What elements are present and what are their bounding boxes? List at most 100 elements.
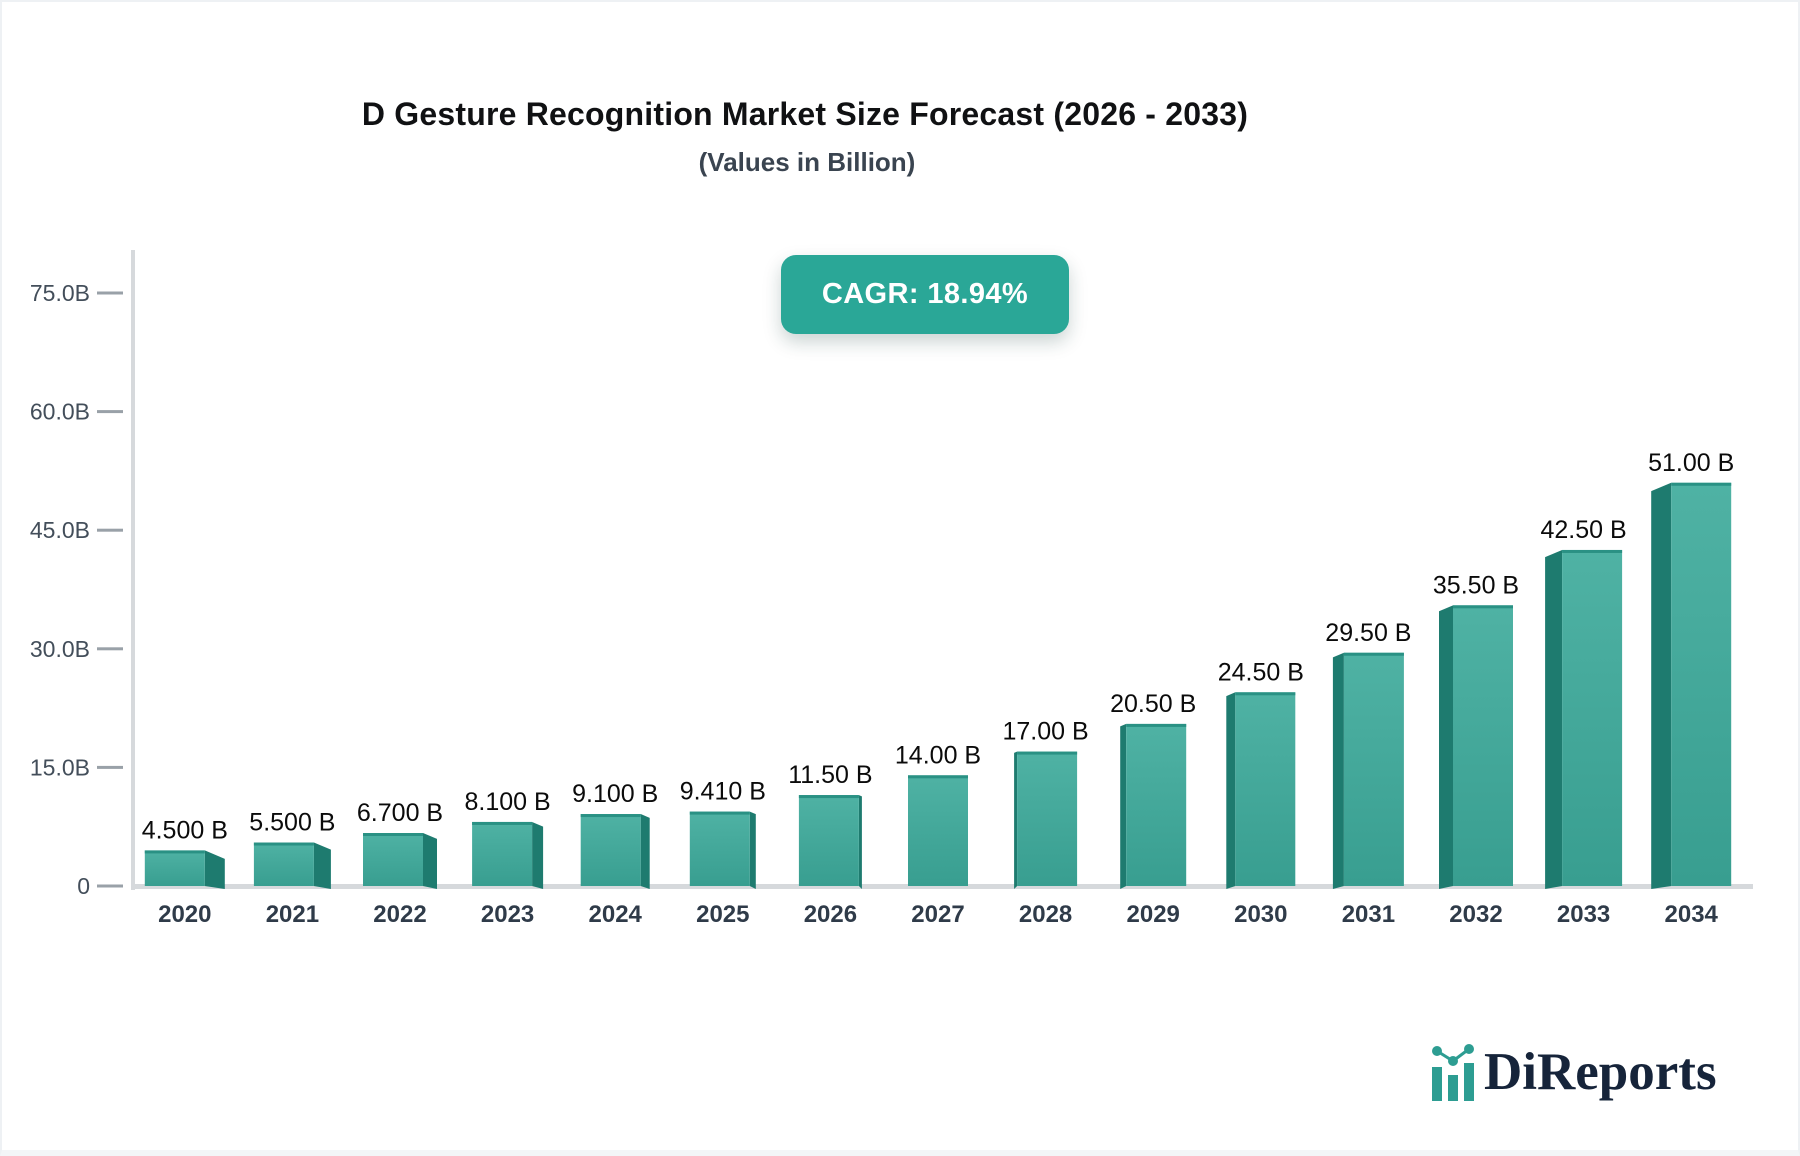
x-axis-label-2031: 2031 (1342, 901, 1395, 928)
bar-front-face (253, 842, 314, 886)
bar-2033[interactable]: 42.50 B (1541, 516, 1627, 889)
bar-front-face (798, 795, 859, 886)
value-label-2027: 14.00 B (895, 741, 981, 769)
y-tick-mark (97, 647, 123, 651)
y-tick-label: 75.0B (30, 280, 90, 306)
bar-top-edge (1453, 605, 1513, 609)
bar-side-face (313, 842, 331, 889)
bar-2029[interactable]: 20.50 B (1110, 690, 1196, 889)
x-axis-label-2021: 2021 (266, 901, 319, 928)
value-label-2024: 9.100 B (572, 780, 658, 808)
y-tick-mark (97, 291, 123, 295)
bar-2030[interactable]: 24.50 B (1218, 658, 1304, 889)
y-axis-labels: 0 15.0B 30.0B 45.0B 60.0B 75.0B (30, 280, 123, 899)
bar-top-edge (1235, 692, 1296, 696)
x-axis-label-2026: 2026 (804, 901, 857, 928)
logo-text: DiReports (1484, 1043, 1717, 1101)
y-tick-mark (97, 410, 123, 414)
bar-front-face (1562, 549, 1623, 886)
bar-front-face (1235, 692, 1296, 886)
bar-side-face (858, 795, 862, 889)
bar-side-face (1651, 482, 1672, 889)
bar-side-face (749, 811, 756, 889)
value-label-2033: 42.50 B (1541, 516, 1627, 544)
bar-top-edge (1343, 652, 1404, 656)
bar-front-face (1343, 652, 1404, 886)
y-tick-label: 30.0B (30, 636, 90, 662)
x-axis-label-2025: 2025 (696, 901, 749, 928)
mini-bar-line-chart-icon (1432, 1044, 1474, 1101)
y-tick-label: 60.0B (30, 399, 90, 425)
value-label-2023: 8.100 B (465, 788, 551, 816)
x-axis-label-2029: 2029 (1127, 901, 1180, 928)
x-axis-label-2028: 2028 (1019, 901, 1072, 928)
y-tick-mark (97, 884, 123, 888)
bar-top-edge (689, 811, 750, 815)
direports-logo: DiReports (1431, 1040, 1717, 1104)
x-axis-label-2023: 2023 (481, 901, 534, 928)
bar-side-face (640, 814, 650, 889)
bar-top-edge (798, 795, 859, 799)
bar-side-face (1014, 751, 1018, 889)
cagr-badge: CAGR: 18.94% (781, 255, 1069, 334)
x-axis-label-2022: 2022 (373, 901, 426, 928)
value-label-2031: 29.50 B (1325, 619, 1411, 647)
bar-2034[interactable]: 51.00 B (1648, 449, 1734, 889)
x-axis-label-2030: 2030 (1234, 901, 1287, 928)
bar-2022[interactable]: 6.700 B (357, 799, 443, 889)
bar-front-face (363, 833, 423, 886)
chart-title: D Gesture Recognition Market Size Foreca… (361, 96, 1249, 132)
bar-front-face (472, 821, 533, 886)
x-axis-label-2033: 2033 (1557, 901, 1610, 928)
value-label-2034: 51.00 B (1648, 449, 1734, 477)
bar-side-face (1120, 723, 1127, 889)
value-label-2030: 24.50 B (1218, 658, 1304, 686)
y-axis-line (131, 250, 135, 890)
value-label-2032: 35.50 B (1433, 571, 1519, 599)
bar-2023[interactable]: 8.100 B (465, 788, 551, 889)
y-tick-label: 15.0B (30, 754, 90, 780)
value-label-2028: 17.00 B (1003, 718, 1089, 746)
bar-2026[interactable]: 11.50 B (788, 761, 873, 889)
bar-front-face (689, 811, 750, 886)
y-tick-label: 45.0B (30, 517, 90, 543)
bar-2031[interactable]: 29.50 B (1325, 619, 1411, 889)
bar-2024[interactable]: 9.100 B (572, 780, 658, 889)
bar-2028[interactable]: 17.00 B (1003, 718, 1089, 889)
bar-top-edge (1671, 482, 1732, 486)
bar-side-face (204, 850, 225, 889)
bar-side-face (1226, 692, 1236, 889)
axes (131, 250, 1753, 890)
x-axis-label-2032: 2032 (1449, 901, 1502, 928)
x-axis-label-2034: 2034 (1665, 901, 1719, 928)
bar-top-edge (472, 821, 533, 825)
bar-front-face (1671, 482, 1732, 886)
value-label-2025: 9.410 B (680, 778, 766, 806)
bar-top-edge (144, 850, 205, 854)
bar-2020[interactable]: 4.500 B (142, 816, 228, 889)
y-tick-label: 0 (77, 873, 90, 899)
bar-2032[interactable]: 35.50 B (1433, 571, 1519, 889)
x-axis-label-2020: 2020 (158, 901, 211, 928)
y-tick-mark (97, 528, 123, 532)
bar-side-face (423, 833, 437, 889)
value-label-2026: 11.50 B (788, 761, 872, 789)
bar-front-face (1017, 751, 1078, 886)
bar-front-face (908, 775, 968, 886)
bar-top-edge (253, 842, 314, 846)
value-label-2020: 4.500 B (142, 816, 228, 844)
bar-2021[interactable]: 5.500 B (249, 809, 335, 889)
bar-side-face (532, 821, 544, 889)
bar-side-face (1332, 652, 1344, 889)
bar-2025[interactable]: 9.410 B (680, 778, 766, 889)
x-axis-label-2027: 2027 (911, 901, 964, 928)
bar-2027[interactable]: 14.00 B (895, 741, 981, 886)
bar-top-edge (580, 814, 641, 818)
bar-top-edge (908, 775, 968, 779)
x-axis-line (131, 884, 1753, 889)
cagr-badge-label: CAGR: 18.94% (821, 278, 1029, 310)
value-label-2021: 5.500 B (249, 809, 335, 837)
chart-subtitle: (Values in Billion) (698, 147, 916, 177)
value-label-2029: 20.50 B (1110, 690, 1196, 718)
